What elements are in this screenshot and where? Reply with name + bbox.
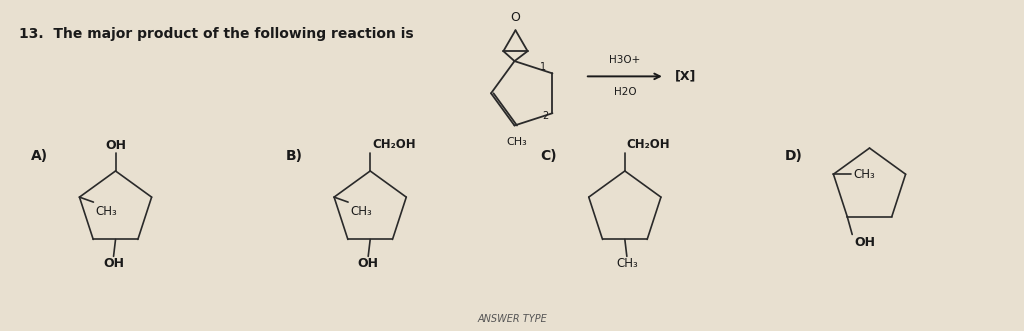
Text: CH₃: CH₃ — [853, 168, 876, 181]
Text: O: O — [511, 11, 520, 24]
Text: OH: OH — [357, 258, 379, 270]
Text: C): C) — [540, 149, 557, 163]
Text: CH₃: CH₃ — [616, 258, 638, 270]
Text: OH: OH — [103, 258, 124, 270]
Text: CH₂OH: CH₂OH — [372, 138, 416, 151]
Text: B): B) — [286, 149, 302, 163]
Text: CH₃: CH₃ — [350, 205, 372, 218]
Text: ANSWER TYPE: ANSWER TYPE — [477, 314, 547, 324]
Text: H3O+: H3O+ — [609, 55, 640, 66]
Text: CH₂OH: CH₂OH — [627, 138, 671, 151]
Text: CH₃: CH₃ — [95, 205, 117, 218]
Text: 13.  The major product of the following reaction is: 13. The major product of the following r… — [18, 26, 414, 41]
Text: [X]: [X] — [675, 70, 696, 83]
Text: OH: OH — [854, 236, 876, 250]
Text: 2: 2 — [542, 111, 549, 121]
Text: H2O: H2O — [613, 87, 636, 97]
Text: A): A) — [31, 149, 48, 163]
Text: 1: 1 — [541, 63, 547, 72]
Text: CH₃: CH₃ — [506, 137, 527, 147]
Text: D): D) — [784, 149, 803, 163]
Text: OH: OH — [105, 139, 126, 152]
